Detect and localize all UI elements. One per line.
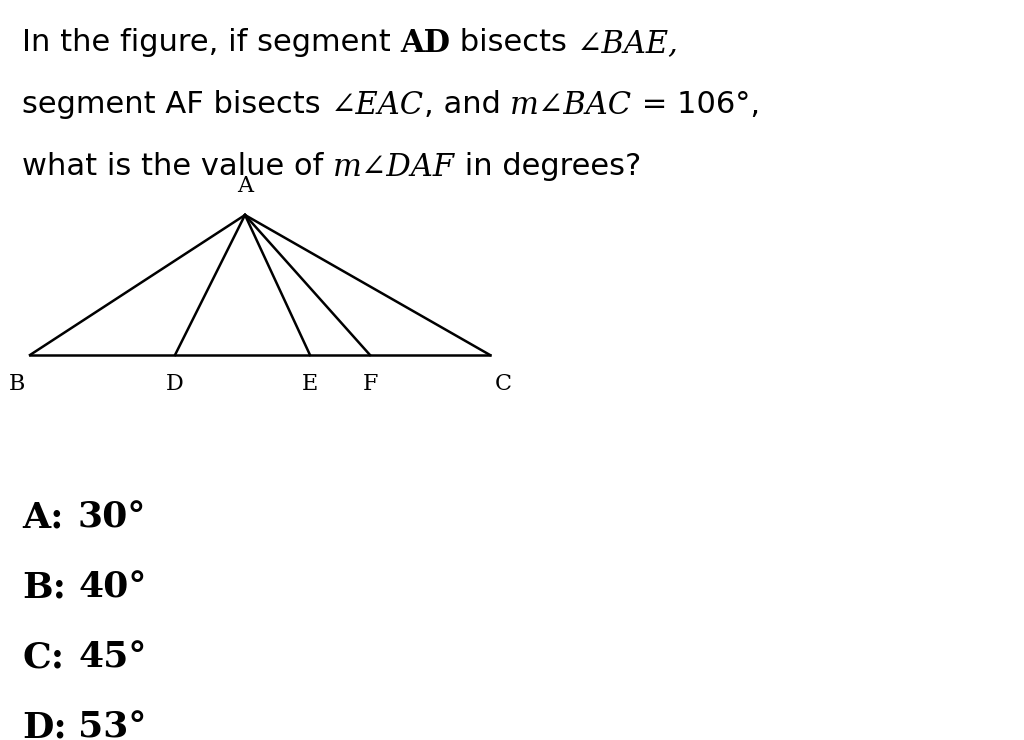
Text: D: D	[166, 373, 184, 395]
Text: segment AF bisects: segment AF bisects	[22, 90, 331, 119]
Text: E: E	[302, 373, 318, 395]
Text: ∠EAC: ∠EAC	[331, 90, 424, 121]
Text: what is the value of: what is the value of	[22, 152, 333, 181]
Text: B: B	[8, 373, 25, 395]
Text: D:: D:	[22, 710, 67, 740]
Text: ∠BAE,: ∠BAE,	[578, 28, 679, 59]
Text: , and: , and	[424, 90, 510, 119]
Text: F: F	[362, 373, 378, 395]
Text: in degrees?: in degrees?	[455, 152, 641, 181]
Text: m∠DAF: m∠DAF	[333, 152, 455, 183]
Text: 53°: 53°	[78, 710, 146, 740]
Text: bisects: bisects	[451, 28, 578, 57]
Text: B:: B:	[22, 570, 66, 604]
Text: 45°: 45°	[78, 640, 146, 674]
Text: In the figure, if segment: In the figure, if segment	[22, 28, 400, 57]
Text: C: C	[495, 373, 512, 395]
Text: 40°: 40°	[78, 570, 146, 604]
Text: AD: AD	[400, 28, 451, 59]
Text: m∠BAC: m∠BAC	[510, 90, 632, 121]
Text: A: A	[237, 175, 253, 197]
Text: A:: A:	[22, 500, 63, 534]
Text: = 106°,: = 106°,	[632, 90, 761, 119]
Text: 30°: 30°	[78, 500, 146, 534]
Text: C:: C:	[22, 640, 65, 674]
